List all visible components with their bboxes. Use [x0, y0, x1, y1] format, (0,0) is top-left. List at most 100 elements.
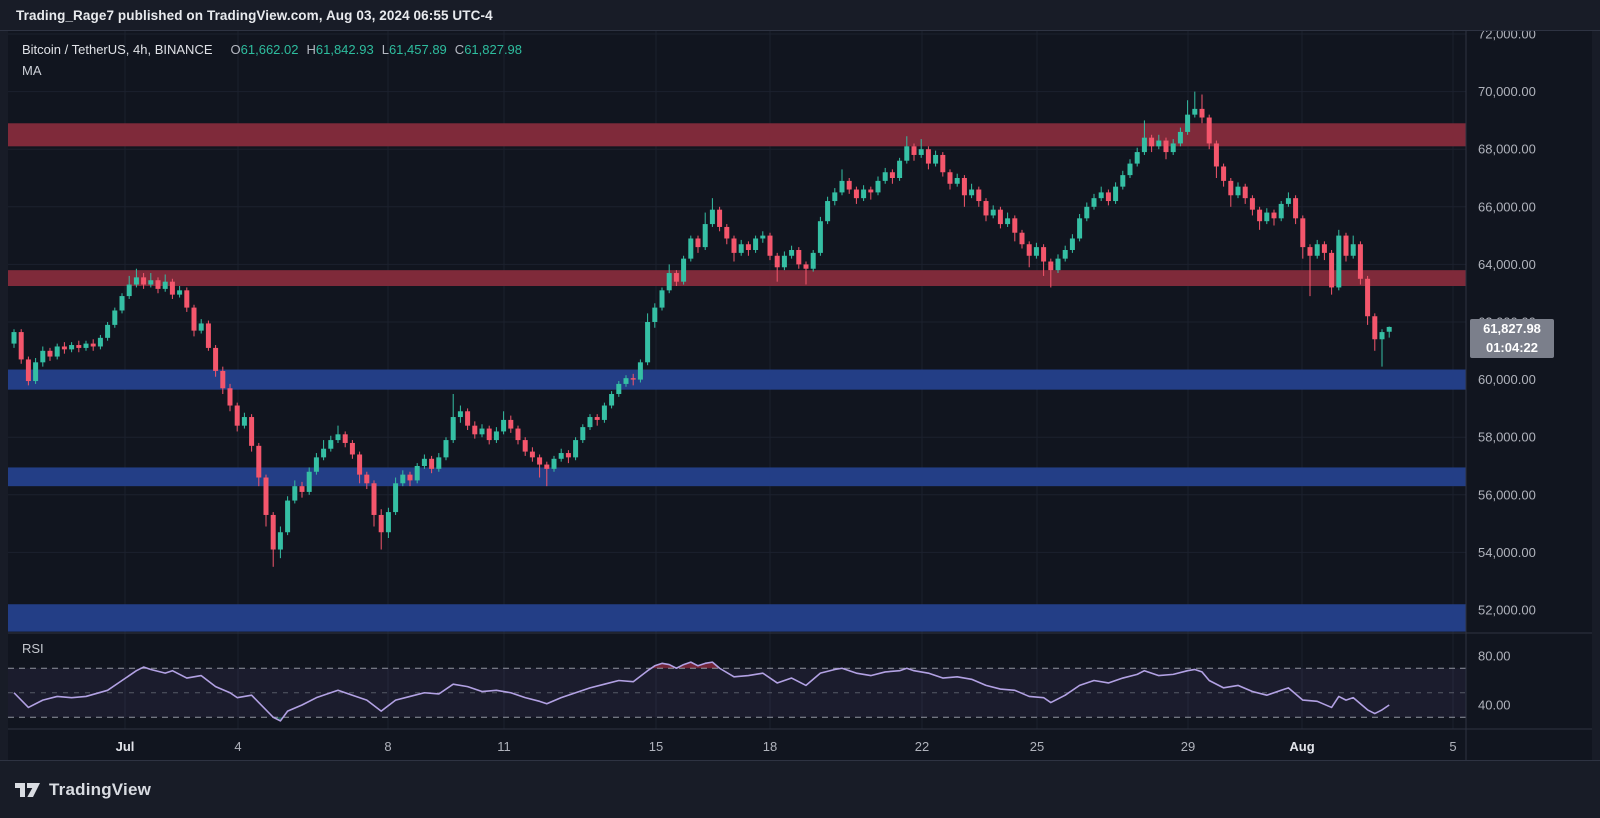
price-axis[interactable] [1466, 31, 1592, 760]
zone-support [8, 604, 1466, 632]
candle [969, 189, 975, 196]
zone-support [8, 369, 1466, 390]
candle [1365, 278, 1371, 317]
rsi-axis-label: 40.00 [1478, 698, 1511, 713]
candle [1084, 206, 1090, 219]
time-axis-label: 5 [1449, 739, 1456, 754]
candle [601, 405, 607, 420]
indicator-ma-label[interactable]: MA [22, 63, 42, 78]
price-axis-label: 64,000.00 [1478, 257, 1536, 272]
candle [1206, 117, 1212, 144]
candle [321, 448, 327, 458]
brand-bar: TradingView [0, 760, 1600, 818]
candle [141, 277, 147, 285]
candle [328, 440, 334, 449]
candle [839, 180, 845, 193]
candle [580, 427, 586, 441]
candle [393, 483, 399, 513]
rsi-pane-label[interactable]: RSI [22, 641, 44, 656]
candle [227, 388, 233, 406]
candle [1314, 244, 1320, 256]
candle [508, 419, 514, 429]
time-axis-label: 8 [384, 739, 391, 754]
time-axis-label: 18 [763, 739, 777, 754]
candle [133, 277, 139, 285]
candle [1379, 332, 1385, 340]
time-axis[interactable] [8, 729, 1466, 760]
open-value: 61,662.02 [240, 42, 299, 57]
bar-countdown: 01:04:22 [1485, 340, 1539, 355]
candle [119, 296, 125, 311]
candle [414, 466, 420, 481]
publish-text: Trading_Rage7 published on TradingView.c… [16, 7, 493, 23]
candle [198, 323, 204, 331]
candle [90, 343, 96, 347]
time-axis-label: 25 [1030, 739, 1044, 754]
time-axis-label: Aug [1289, 739, 1314, 754]
low-value: 61,457.89 [388, 42, 447, 57]
time-axis-label: 22 [915, 739, 929, 754]
symbol-title[interactable]: Bitcoin / TetherUS, 4h, BINANCE [22, 42, 213, 57]
candle [1120, 175, 1126, 187]
candle [270, 514, 276, 550]
last-price-value: 61,827.98 [1483, 321, 1541, 336]
low-label: L [381, 42, 389, 57]
publish-bar: Trading_Rage7 published on TradingView.c… [0, 0, 1600, 31]
candle [659, 290, 665, 308]
candle [1271, 212, 1277, 219]
brand-text[interactable]: TradingView [49, 779, 152, 799]
candle [681, 258, 687, 282]
candle [472, 425, 478, 435]
candle [918, 149, 924, 155]
candle [76, 345, 82, 348]
candle [1055, 258, 1061, 271]
candle [789, 250, 795, 256]
candle [868, 189, 874, 193]
candle [616, 383, 622, 394]
price-axis-label: 56,000.00 [1478, 487, 1536, 502]
candle [652, 307, 658, 322]
candle [1098, 192, 1104, 199]
candle [1249, 198, 1255, 210]
candle [54, 346, 60, 357]
candle [594, 417, 600, 420]
candle [1264, 212, 1270, 222]
candle [299, 486, 305, 492]
candle [897, 160, 903, 178]
candle [997, 209, 1003, 225]
candle [1185, 114, 1191, 132]
tradingview-logo-icon[interactable] [14, 780, 41, 800]
rsi-overbought-fill [651, 663, 677, 669]
candle [753, 238, 759, 250]
candle [558, 453, 564, 459]
candle [1113, 186, 1119, 202]
candle [457, 411, 463, 418]
candle [479, 428, 485, 435]
candle [385, 512, 391, 533]
zone-resistance [8, 270, 1466, 286]
candle [1134, 152, 1140, 164]
candle [191, 307, 197, 331]
candle [501, 419, 507, 432]
candle [97, 337, 103, 347]
close-label: C [454, 42, 465, 57]
candle [825, 201, 831, 222]
open-label: O [230, 42, 241, 57]
candle [1228, 180, 1234, 196]
price-axis-label: 68,000.00 [1478, 142, 1536, 157]
candle [976, 189, 982, 202]
candle [486, 428, 492, 441]
rsi-line [13, 661, 1390, 722]
chart-canvas[interactable]: 72,000.00 70,000.00 68,000.00 66,000.00 64,0… [8, 31, 1592, 760]
candle [1242, 186, 1248, 199]
candle [148, 280, 154, 285]
time-axis-label: 15 [649, 739, 663, 754]
candle [933, 154, 939, 164]
candle [724, 226, 730, 239]
price-axis-label: 52,000.00 [1478, 603, 1536, 618]
candle [1293, 198, 1299, 219]
candle [450, 417, 456, 441]
candle [731, 238, 737, 253]
candle [205, 323, 211, 348]
candle [1336, 235, 1342, 288]
